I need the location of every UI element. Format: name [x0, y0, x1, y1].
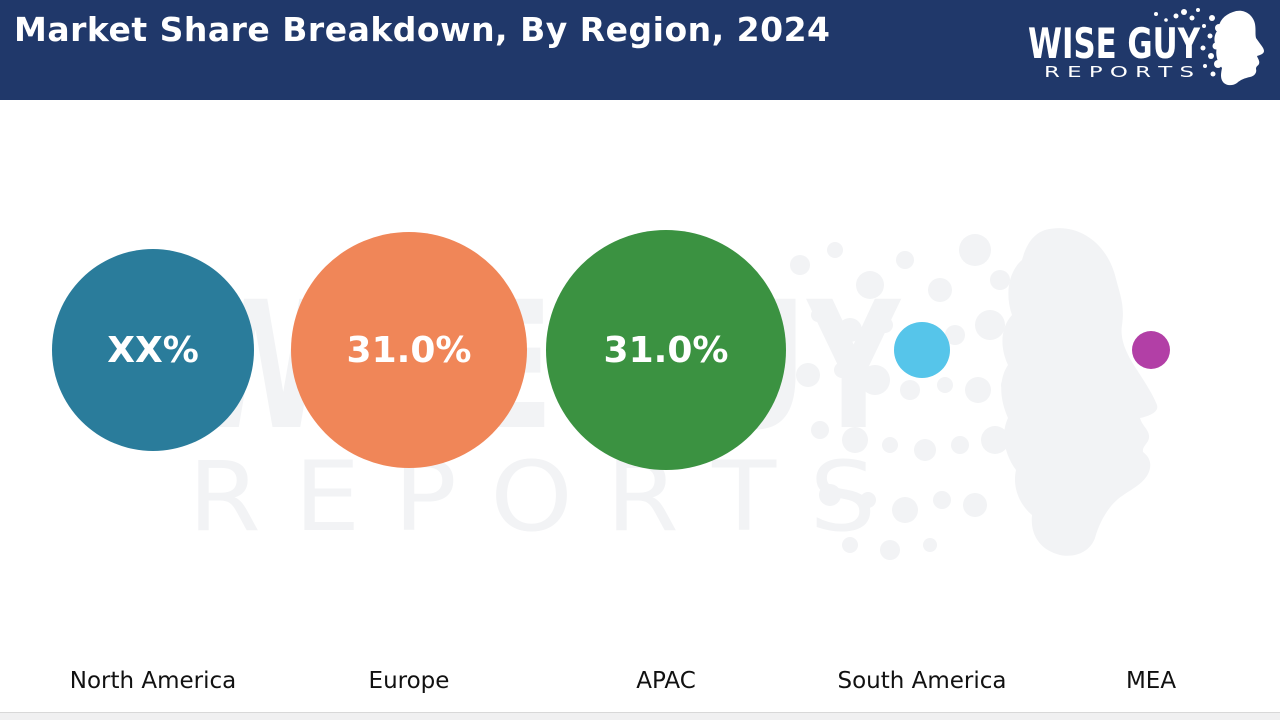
bubble-europe: 31.0%	[291, 232, 527, 468]
logo-wordmark: WISE GUY R E P O R T S	[1028, 19, 1200, 81]
category-label-south-america: South America	[837, 668, 1007, 694]
bubble-value-label: 31.0%	[603, 329, 729, 371]
category-label-europe: Europe	[368, 668, 450, 694]
watermark-head-icon	[790, 228, 1158, 560]
bubble-value-label: 31.0%	[346, 329, 472, 371]
header-bar: Market Share Breakdown, By Region, 2024 …	[0, 0, 1280, 100]
bubble-apac: 31.0%	[546, 230, 786, 470]
watermark-sub-text: R E P O R T S	[188, 441, 876, 553]
logo-sub-text: R E P O R T S	[1044, 63, 1194, 81]
bubble-value-label: XX%	[107, 329, 199, 371]
bubble-mea	[1132, 331, 1170, 369]
bottom-border-strip	[0, 712, 1280, 720]
category-label-mea: MEA	[1125, 668, 1177, 694]
category-label-north-america: North America	[69, 668, 237, 694]
wiseguy-logo: WISE GUY R E P O R T S	[1028, 8, 1264, 86]
bubble-north-america: XX%	[52, 249, 254, 451]
logo-brand-text: WISE GUY	[1028, 19, 1200, 68]
page-title: Market Share Breakdown, By Region, 2024	[14, 10, 831, 49]
category-label-apac: APAC	[636, 668, 696, 694]
bubble-chart: WISE GUY R E P O R T S	[0, 100, 1280, 712]
logo-head-icon	[1154, 8, 1264, 86]
bubble-south-america	[894, 322, 950, 378]
